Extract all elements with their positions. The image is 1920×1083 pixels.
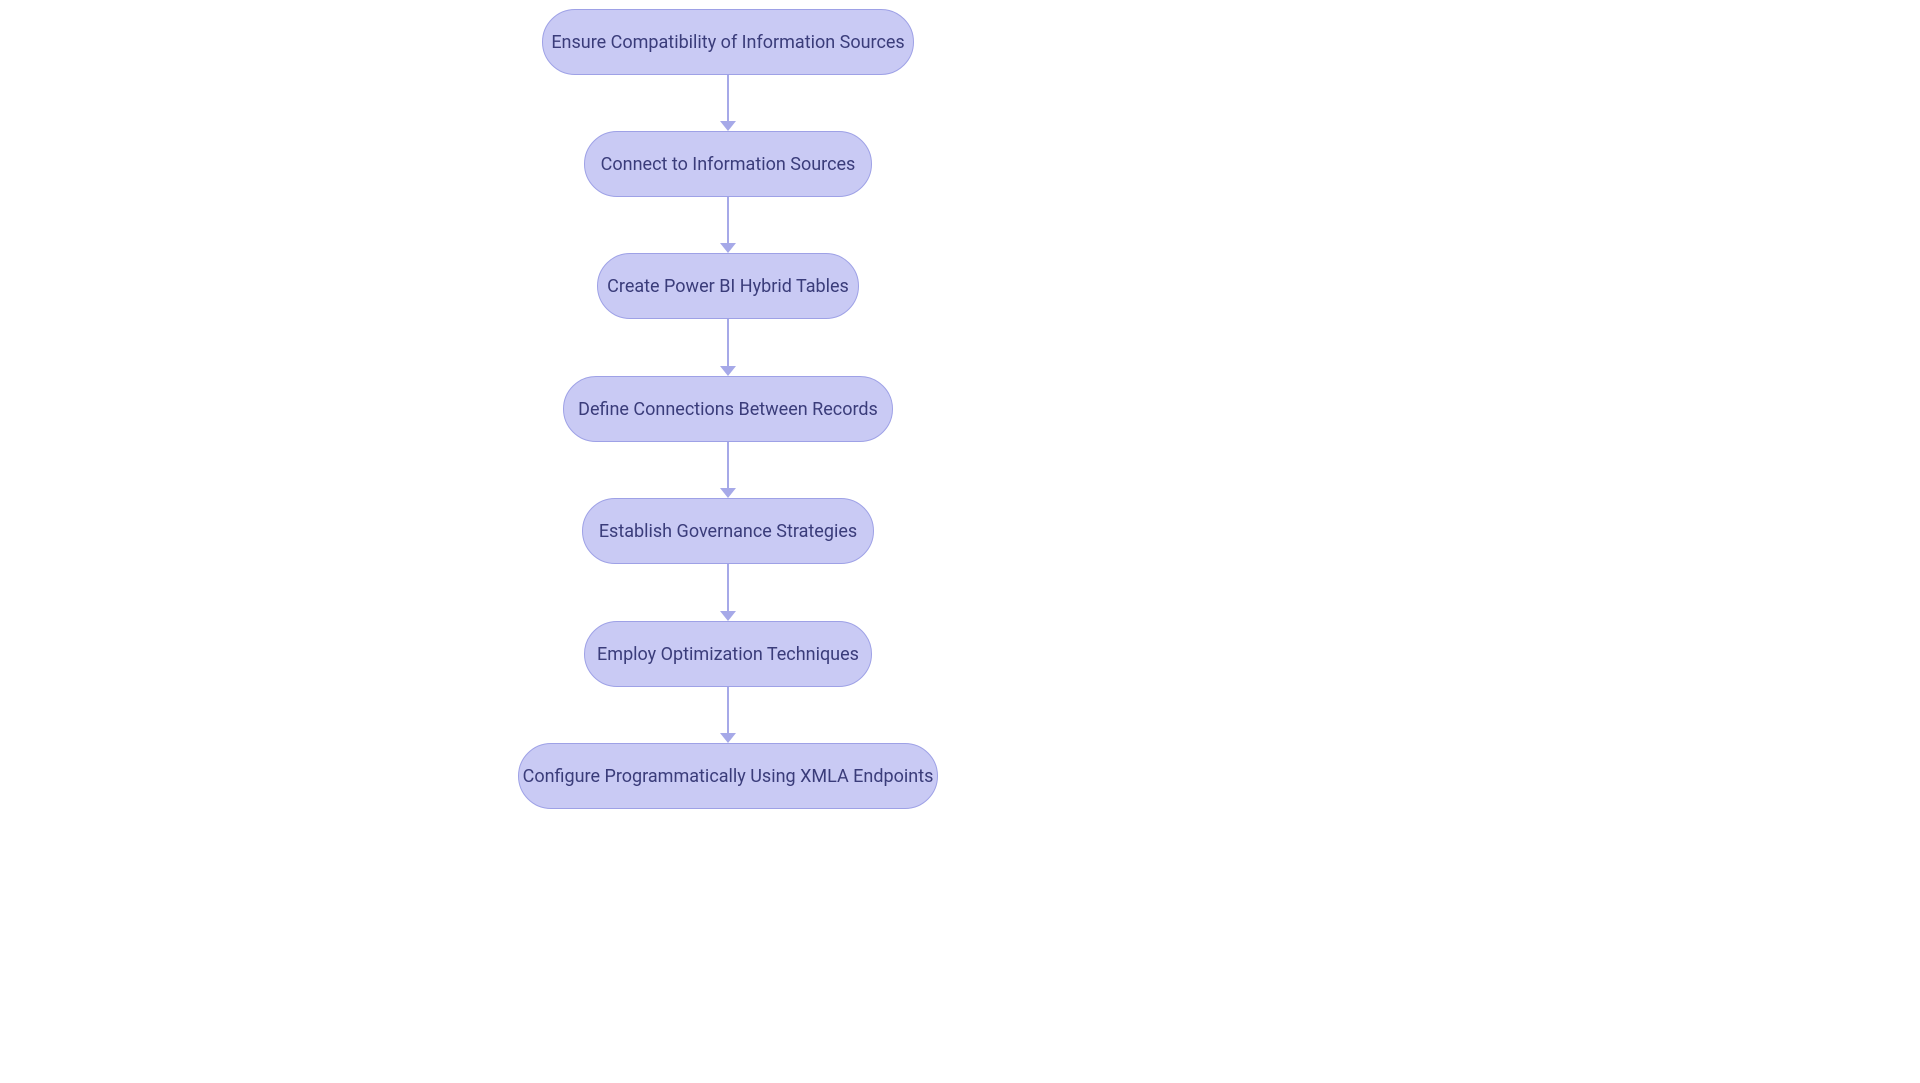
flowchart-edge-3	[727, 319, 729, 366]
arrow-down-icon	[720, 733, 736, 743]
flowchart-canvas: Ensure Compatibility of Information Sour…	[0, 0, 1920, 1083]
flowchart-edge-4	[727, 442, 729, 488]
flowchart-edge-1	[727, 75, 729, 121]
flowchart-node-label: Create Power BI Hybrid Tables	[607, 276, 849, 297]
flowchart-node-label: Configure Programmatically Using XMLA En…	[523, 766, 934, 787]
flowchart-node-label: Define Connections Between Records	[578, 399, 878, 420]
arrow-down-icon	[720, 611, 736, 621]
flowchart-edge-2	[727, 197, 729, 243]
flowchart-node-3: Create Power BI Hybrid Tables	[597, 253, 859, 319]
flowchart-node-label: Employ Optimization Techniques	[597, 644, 859, 665]
flowchart-node-2: Connect to Information Sources	[584, 131, 872, 197]
arrow-down-icon	[720, 488, 736, 498]
flowchart-node-label: Establish Governance Strategies	[599, 521, 857, 542]
flowchart-node-4: Define Connections Between Records	[563, 376, 893, 442]
flowchart-node-1: Ensure Compatibility of Information Sour…	[542, 9, 914, 75]
flowchart-node-6: Employ Optimization Techniques	[584, 621, 872, 687]
arrow-down-icon	[720, 366, 736, 376]
flowchart-node-7: Configure Programmatically Using XMLA En…	[518, 743, 938, 809]
flowchart-node-label: Connect to Information Sources	[601, 154, 856, 175]
flowchart-edge-6	[727, 687, 729, 733]
flowchart-node-5: Establish Governance Strategies	[582, 498, 874, 564]
flowchart-node-label: Ensure Compatibility of Information Sour…	[551, 32, 904, 53]
flowchart-edge-5	[727, 564, 729, 611]
arrow-down-icon	[720, 243, 736, 253]
arrow-down-icon	[720, 121, 736, 131]
